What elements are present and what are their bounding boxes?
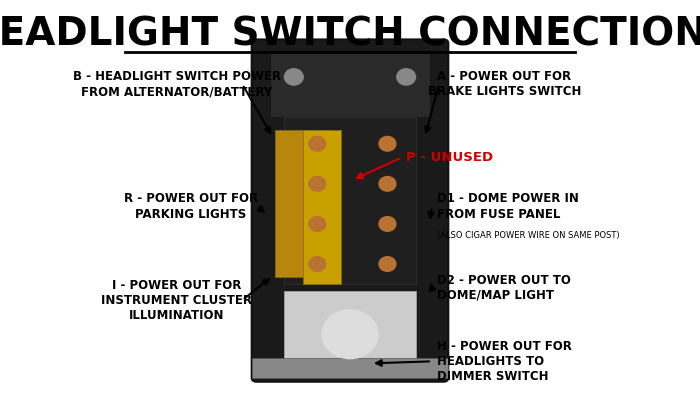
Circle shape [309,136,326,151]
Text: (ALSO CIGAR POWER WIRE ON SAME POST): (ALSO CIGAR POWER WIRE ON SAME POST) [437,230,620,240]
Text: R - POWER OUT FOR
PARKING LIGHTS: R - POWER OUT FOR PARKING LIGHTS [124,192,258,221]
Circle shape [379,176,396,191]
Circle shape [309,257,326,271]
Circle shape [379,136,396,151]
Circle shape [322,310,378,358]
Circle shape [397,69,416,85]
Bar [284,291,416,371]
Bar [252,358,448,377]
Text: D1 - DOME POWER IN
FROM FUSE PANEL: D1 - DOME POWER IN FROM FUSE PANEL [437,192,578,221]
Circle shape [284,69,303,85]
Circle shape [379,216,396,231]
Bar [275,131,331,278]
Text: I - POWER OUT FOR
INSTRUMENT CLUSTER
ILLUMINATION: I - POWER OUT FOR INSTRUMENT CLUSTER ILL… [102,279,252,322]
Bar [303,131,341,284]
Bar [270,50,430,117]
Circle shape [309,176,326,191]
Text: B - HEADLIGHT SWITCH POWER
FROM ALTERNATOR/BATTERY: B - HEADLIGHT SWITCH POWER FROM ALTERNAT… [73,70,281,98]
Text: H - POWER OUT FOR
HEADLIGHTS TO
DIMMER SWITCH: H - POWER OUT FOR HEADLIGHTS TO DIMMER S… [437,340,571,383]
Text: HEADLIGHT SWITCH CONNECTIONS: HEADLIGHT SWITCH CONNECTIONS [0,15,700,53]
Bar [284,117,416,284]
FancyBboxPatch shape [252,40,448,382]
Circle shape [309,216,326,231]
Circle shape [379,257,396,271]
Text: A - POWER OUT FOR
BRAKE LIGHTS SWITCH: A - POWER OUT FOR BRAKE LIGHTS SWITCH [428,70,581,98]
Text: D2 - POWER OUT TO
DOME/MAP LIGHT: D2 - POWER OUT TO DOME/MAP LIGHT [437,274,570,302]
Text: P - UNUSED: P - UNUSED [406,151,494,164]
